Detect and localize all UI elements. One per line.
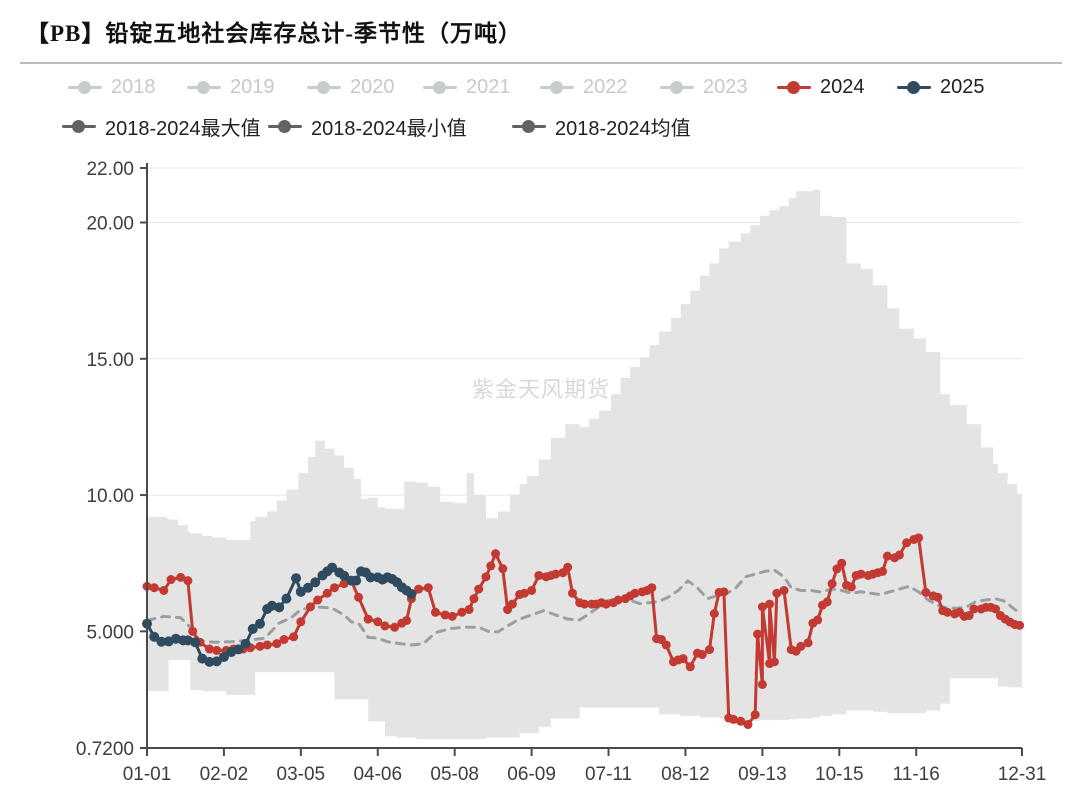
legend-item-2025[interactable]: 2025 bbox=[897, 76, 985, 98]
legend-item-2020[interactable]: 2020 bbox=[307, 76, 395, 98]
legend-item-max[interactable]: 2018-2024最大值 bbox=[62, 115, 261, 140]
legend-label: 2020 bbox=[350, 75, 395, 98]
svg-text:10.00: 10.00 bbox=[86, 486, 134, 507]
legend-item-2023[interactable]: 2023 bbox=[660, 76, 748, 98]
watermark: 紫金天风期货 bbox=[472, 377, 611, 402]
legend-item-2024[interactable]: 2024 bbox=[777, 76, 865, 98]
svg-text:20.00: 20.00 bbox=[86, 214, 134, 235]
legend-label: 2025 bbox=[940, 75, 985, 98]
legend-label: 2024 bbox=[820, 75, 865, 98]
svg-text:10-15: 10-15 bbox=[815, 764, 864, 785]
legend-label: 2022 bbox=[583, 75, 628, 98]
legend-marker-icon bbox=[68, 80, 102, 94]
svg-text:5.000: 5.000 bbox=[86, 622, 134, 643]
legend-label: 2019 bbox=[230, 75, 275, 98]
legend-item-mean[interactable]: 2018-2024均值 bbox=[512, 115, 691, 140]
svg-text:11-16: 11-16 bbox=[893, 764, 940, 785]
legend-label: 2018-2024均值 bbox=[555, 117, 691, 140]
legend-marker-icon bbox=[307, 80, 341, 94]
legend-item-2021[interactable]: 2021 bbox=[423, 76, 511, 98]
svg-text:01-01: 01-01 bbox=[123, 764, 172, 785]
legend-marker-icon bbox=[62, 119, 96, 133]
legend-item-min[interactable]: 2018-2024最小值 bbox=[268, 115, 467, 140]
legend-label: 2018-2024最大值 bbox=[105, 117, 261, 140]
svg-text:09-13: 09-13 bbox=[738, 764, 787, 785]
svg-text:02-02: 02-02 bbox=[200, 764, 249, 785]
legend-marker-icon bbox=[660, 80, 694, 94]
legend-marker-icon bbox=[540, 80, 574, 94]
svg-text:04-06: 04-06 bbox=[353, 764, 402, 785]
svg-text:07-11: 07-11 bbox=[585, 764, 632, 785]
legend-label: 2023 bbox=[703, 75, 748, 98]
legend-item-2022[interactable]: 2022 bbox=[540, 76, 628, 98]
title-divider bbox=[20, 62, 1062, 64]
legend-label: 2021 bbox=[466, 75, 511, 98]
legend-marker-icon bbox=[777, 80, 811, 94]
svg-text:22.00: 22.00 bbox=[86, 159, 134, 180]
legend-label: 2018 bbox=[111, 75, 156, 98]
legend-marker-icon bbox=[268, 119, 302, 133]
svg-text:06-09: 06-09 bbox=[507, 764, 556, 785]
svg-text:03-05: 03-05 bbox=[277, 764, 326, 785]
svg-text:0.7200: 0.7200 bbox=[76, 739, 134, 760]
svg-text:05-08: 05-08 bbox=[430, 764, 479, 785]
page-title: 【PB】铅锭五地社会库存总计-季节性（万吨） bbox=[26, 21, 523, 46]
svg-text:15.00: 15.00 bbox=[86, 350, 134, 371]
legend-item-2018[interactable]: 2018 bbox=[68, 76, 156, 98]
legend-item-2019[interactable]: 2019 bbox=[187, 76, 275, 98]
legend-marker-icon bbox=[423, 80, 457, 94]
legend-marker-icon bbox=[187, 80, 221, 94]
legend-marker-icon bbox=[897, 80, 931, 94]
legend-label: 2018-2024最小值 bbox=[311, 117, 467, 140]
legend-marker-icon bbox=[512, 119, 546, 133]
svg-text:08-12: 08-12 bbox=[661, 764, 710, 785]
svg-text:12-31: 12-31 bbox=[998, 764, 1047, 785]
